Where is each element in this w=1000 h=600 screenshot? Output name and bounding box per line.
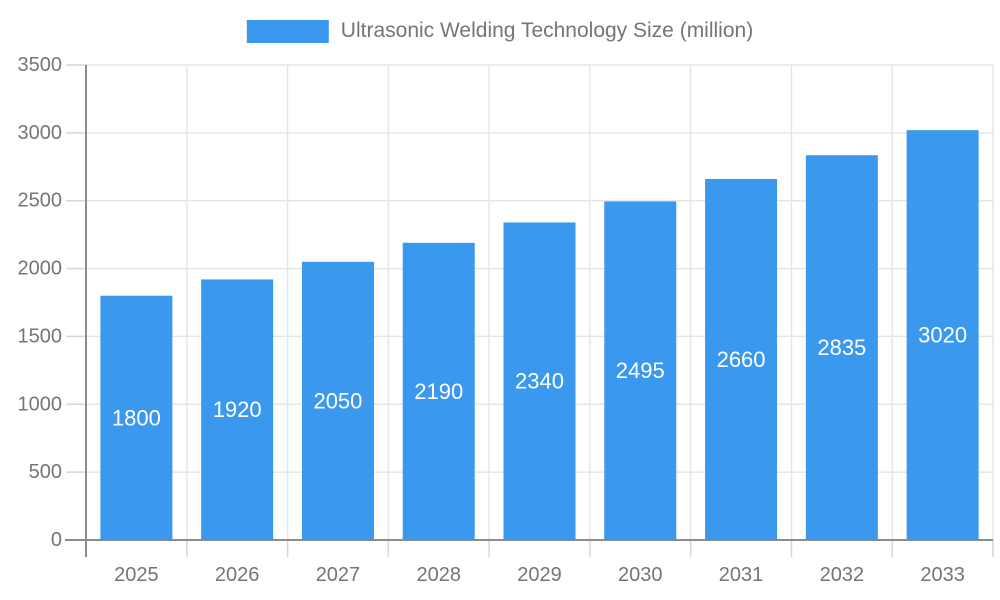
bar-value-label: 2050 [313,388,362,413]
bar[interactable] [201,279,274,540]
bar-value-label: 2495 [616,358,665,383]
x-axis-tick-label: 2028 [416,564,461,586]
legend-item[interactable]: Ultrasonic Welding Technology Size (mill… [246,19,754,43]
y-axis-tick-label: 0 [51,529,62,551]
y-axis-tick-label: 1000 [18,393,63,415]
x-axis-tick-label: 2032 [820,564,865,586]
y-axis-tick-label: 2500 [18,190,63,212]
bar[interactable] [604,201,677,540]
bar[interactable] [503,222,576,540]
x-axis-tick-label: 2026 [215,564,260,586]
bar-value-label: 2835 [817,335,866,360]
bar[interactable] [100,295,173,540]
y-axis-tick-label: 1500 [18,325,63,347]
x-axis-tick-label: 2030 [618,564,663,586]
bar[interactable] [906,130,979,540]
x-axis-tick-label: 2033 [920,564,965,586]
bar[interactable] [705,179,778,540]
bar-value-label: 1800 [112,405,161,430]
y-axis-tick-label: 500 [29,461,62,483]
x-axis-tick-label: 2031 [719,564,764,586]
bar[interactable] [805,155,878,540]
bar-value-label: 1920 [213,397,262,422]
x-axis-tick-label: 2027 [316,564,361,586]
x-axis-tick-label: 2025 [114,564,159,586]
bar[interactable] [402,242,475,541]
y-axis-tick-label: 2000 [18,258,63,280]
x-axis-tick-label: 2029 [517,564,562,586]
bar-value-label: 2340 [515,369,564,394]
bar-value-label: 2190 [414,379,463,404]
y-axis-tick-label: 3500 [18,54,63,76]
bar-value-label: 2660 [717,347,766,372]
bar-value-label: 3020 [918,323,967,348]
y-axis-tick-label: 3000 [18,122,63,144]
bar[interactable] [301,261,374,540]
legend-label: Ultrasonic Welding Technology Size (mill… [340,19,754,42]
legend-swatch-icon [246,19,329,43]
